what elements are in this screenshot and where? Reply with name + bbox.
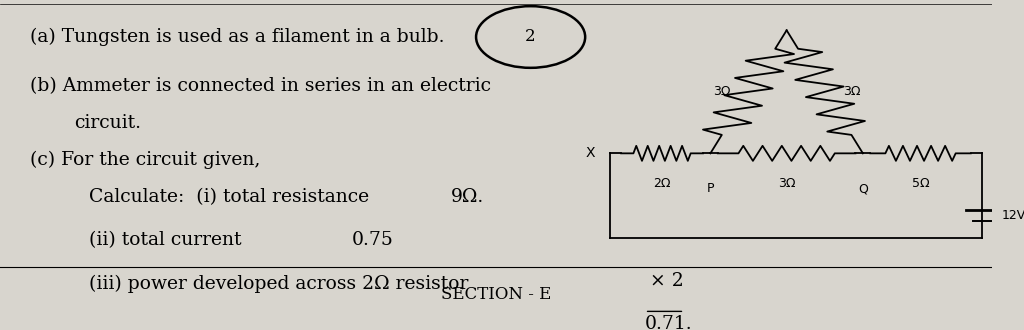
- Text: circuit.: circuit.: [75, 114, 141, 132]
- Text: (a) Tungsten is used as a filament in a bulb.: (a) Tungsten is used as a filament in a …: [30, 28, 444, 46]
- Text: (iii) power developed across 2Ω resistor: (iii) power developed across 2Ω resistor: [89, 275, 469, 293]
- Text: SECTION - E: SECTION - E: [440, 286, 551, 303]
- Text: (b) Ammeter is connected in series in an electric: (b) Ammeter is connected in series in an…: [30, 77, 490, 95]
- Text: (ii) total current: (ii) total current: [89, 231, 242, 249]
- Text: X: X: [586, 146, 595, 160]
- Text: P: P: [707, 182, 714, 195]
- Text: Q: Q: [858, 182, 867, 195]
- Text: 3Ω: 3Ω: [713, 85, 731, 98]
- Text: 3Ω: 3Ω: [843, 85, 860, 98]
- Text: (c) For the circuit given,: (c) For the circuit given,: [30, 151, 260, 169]
- Text: Calculate:  (i) total resistance: Calculate: (i) total resistance: [89, 188, 370, 206]
- Text: 5Ω: 5Ω: [911, 178, 930, 190]
- Text: 0.71.: 0.71.: [645, 315, 692, 330]
- Text: 9Ω.: 9Ω.: [452, 188, 484, 206]
- Text: 2: 2: [525, 28, 536, 46]
- Text: 0.75: 0.75: [352, 231, 394, 249]
- Text: × 2: × 2: [649, 272, 683, 289]
- Text: 3Ω: 3Ω: [778, 178, 796, 190]
- Text: 2Ω: 2Ω: [653, 178, 671, 190]
- Text: 12V: 12V: [1001, 209, 1024, 222]
